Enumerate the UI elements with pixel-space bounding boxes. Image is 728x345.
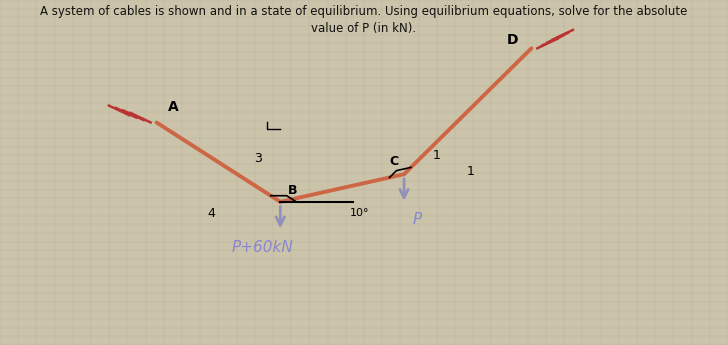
Text: D: D: [507, 32, 518, 47]
Text: 10°: 10°: [349, 208, 369, 218]
Text: A: A: [167, 100, 178, 114]
Text: value of P (in kN).: value of P (in kN).: [312, 22, 416, 36]
Text: B: B: [288, 184, 297, 197]
Text: 3: 3: [255, 152, 262, 165]
Text: 1: 1: [433, 149, 440, 162]
Text: 4: 4: [207, 207, 215, 220]
Text: A system of cables is shown and in a state of equilibrium. Using equilibrium equ: A system of cables is shown and in a sta…: [40, 5, 688, 18]
Text: C: C: [389, 155, 398, 168]
Text: 1: 1: [467, 165, 475, 178]
Text: P: P: [413, 212, 422, 227]
Text: P+60kN: P+60kN: [232, 240, 293, 255]
